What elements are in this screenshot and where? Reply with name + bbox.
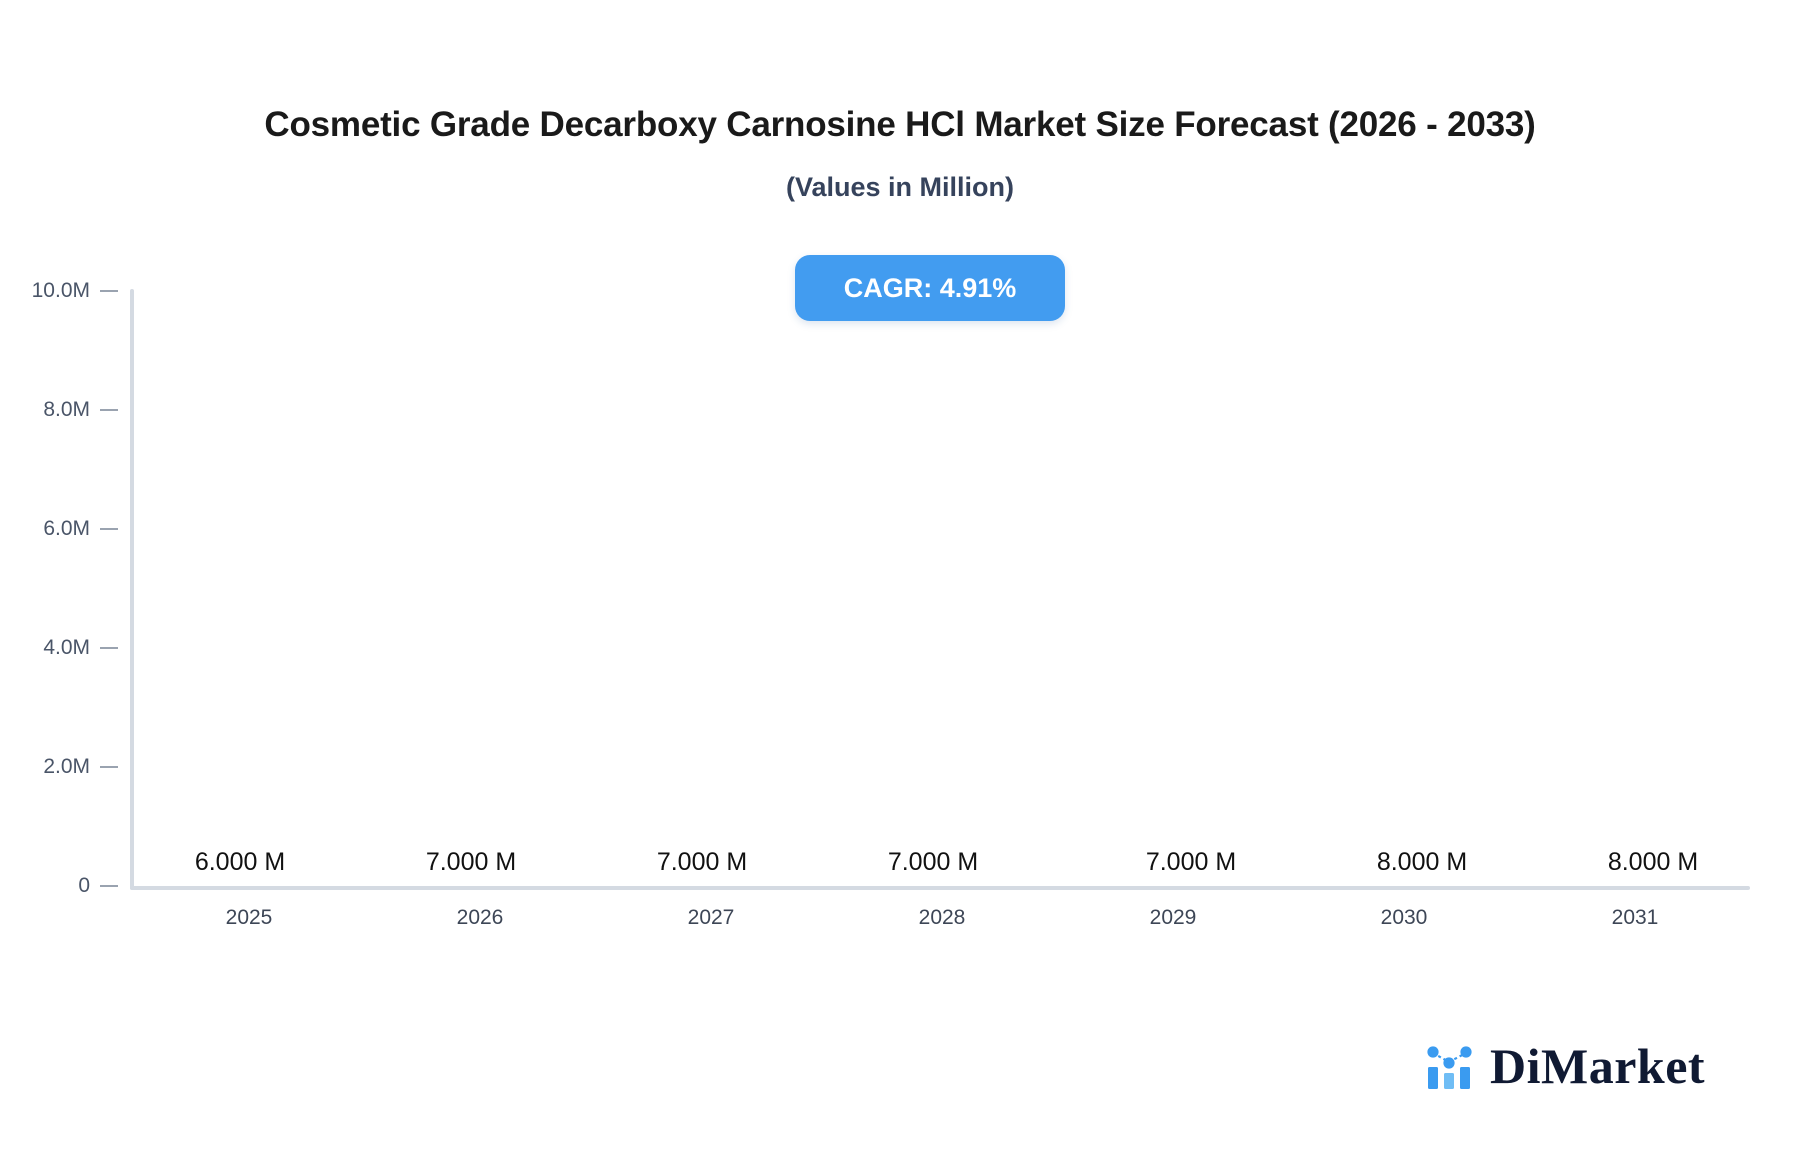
y-axis-tick-label: 6.0M — [43, 517, 90, 540]
chart-subtitle: (Values in Million) — [785, 172, 1015, 202]
y-axis-tick: 10.0M — [0, 279, 134, 302]
y-axis-tick-mark — [100, 885, 118, 887]
x-axis-tick-label-2027: 2027 — [687, 906, 735, 929]
page-title: Cosmetic Grade Decarboxy Carnosine HCl M… — [264, 105, 1536, 144]
y-axis-tick-mark — [100, 409, 118, 411]
x-axis-tick-label-2025: 2025 — [225, 906, 273, 929]
x-axis-line — [130, 886, 1750, 890]
brand-logo: DiMarket — [1424, 1040, 1705, 1092]
x-axis-tick-label-2030: 2030 — [1380, 906, 1428, 929]
y-axis-line — [130, 289, 134, 890]
x-axis-tick-label-2028: 2028 — [918, 906, 966, 929]
bar-value-label: 7.000 M — [887, 848, 979, 876]
x-axis-tick-label-2031: 2031 — [1611, 906, 1659, 929]
y-axis-tick: 0 — [0, 874, 134, 897]
y-axis-tick-label: 8.0M — [43, 398, 90, 421]
bar-value-label: 7.000 M — [656, 848, 748, 876]
y-axis-tick: 4.0M — [0, 636, 134, 659]
y-axis-tick-label: 0 — [78, 874, 90, 897]
y-axis-tick: 6.0M — [0, 517, 134, 540]
y-axis-tick-mark — [100, 647, 118, 649]
bar-value-label: 6.000 M — [194, 848, 286, 876]
y-axis-tick-mark — [100, 528, 118, 530]
bar-value-label: 8.000 M — [1376, 848, 1468, 876]
brand-logo-text: DiMarket — [1490, 1038, 1706, 1094]
cagr-badge-label: CAGR: 4.91% — [843, 272, 1017, 303]
y-axis-tick-mark — [100, 290, 118, 292]
bar-value-label: 7.000 M — [1145, 848, 1237, 876]
y-axis-tick-label: 4.0M — [43, 636, 90, 659]
x-axis-tick-label-2026: 2026 — [456, 906, 504, 929]
y-axis-tick: 8.0M — [0, 398, 134, 421]
x-axis-tick-label-2029: 2029 — [1149, 906, 1197, 929]
y-axis-tick-mark — [100, 766, 118, 768]
y-axis-tick: 2.0M — [0, 755, 134, 778]
cagr-badge: CAGR: 4.91% — [795, 255, 1065, 321]
bar-value-label: 7.000 M — [425, 848, 517, 876]
bar-chart-dots-icon — [1424, 1040, 1476, 1092]
y-axis-tick-label: 10.0M — [31, 279, 90, 302]
y-axis-tick-label: 2.0M — [43, 755, 90, 778]
bar-value-label: 8.000 M — [1607, 848, 1699, 876]
